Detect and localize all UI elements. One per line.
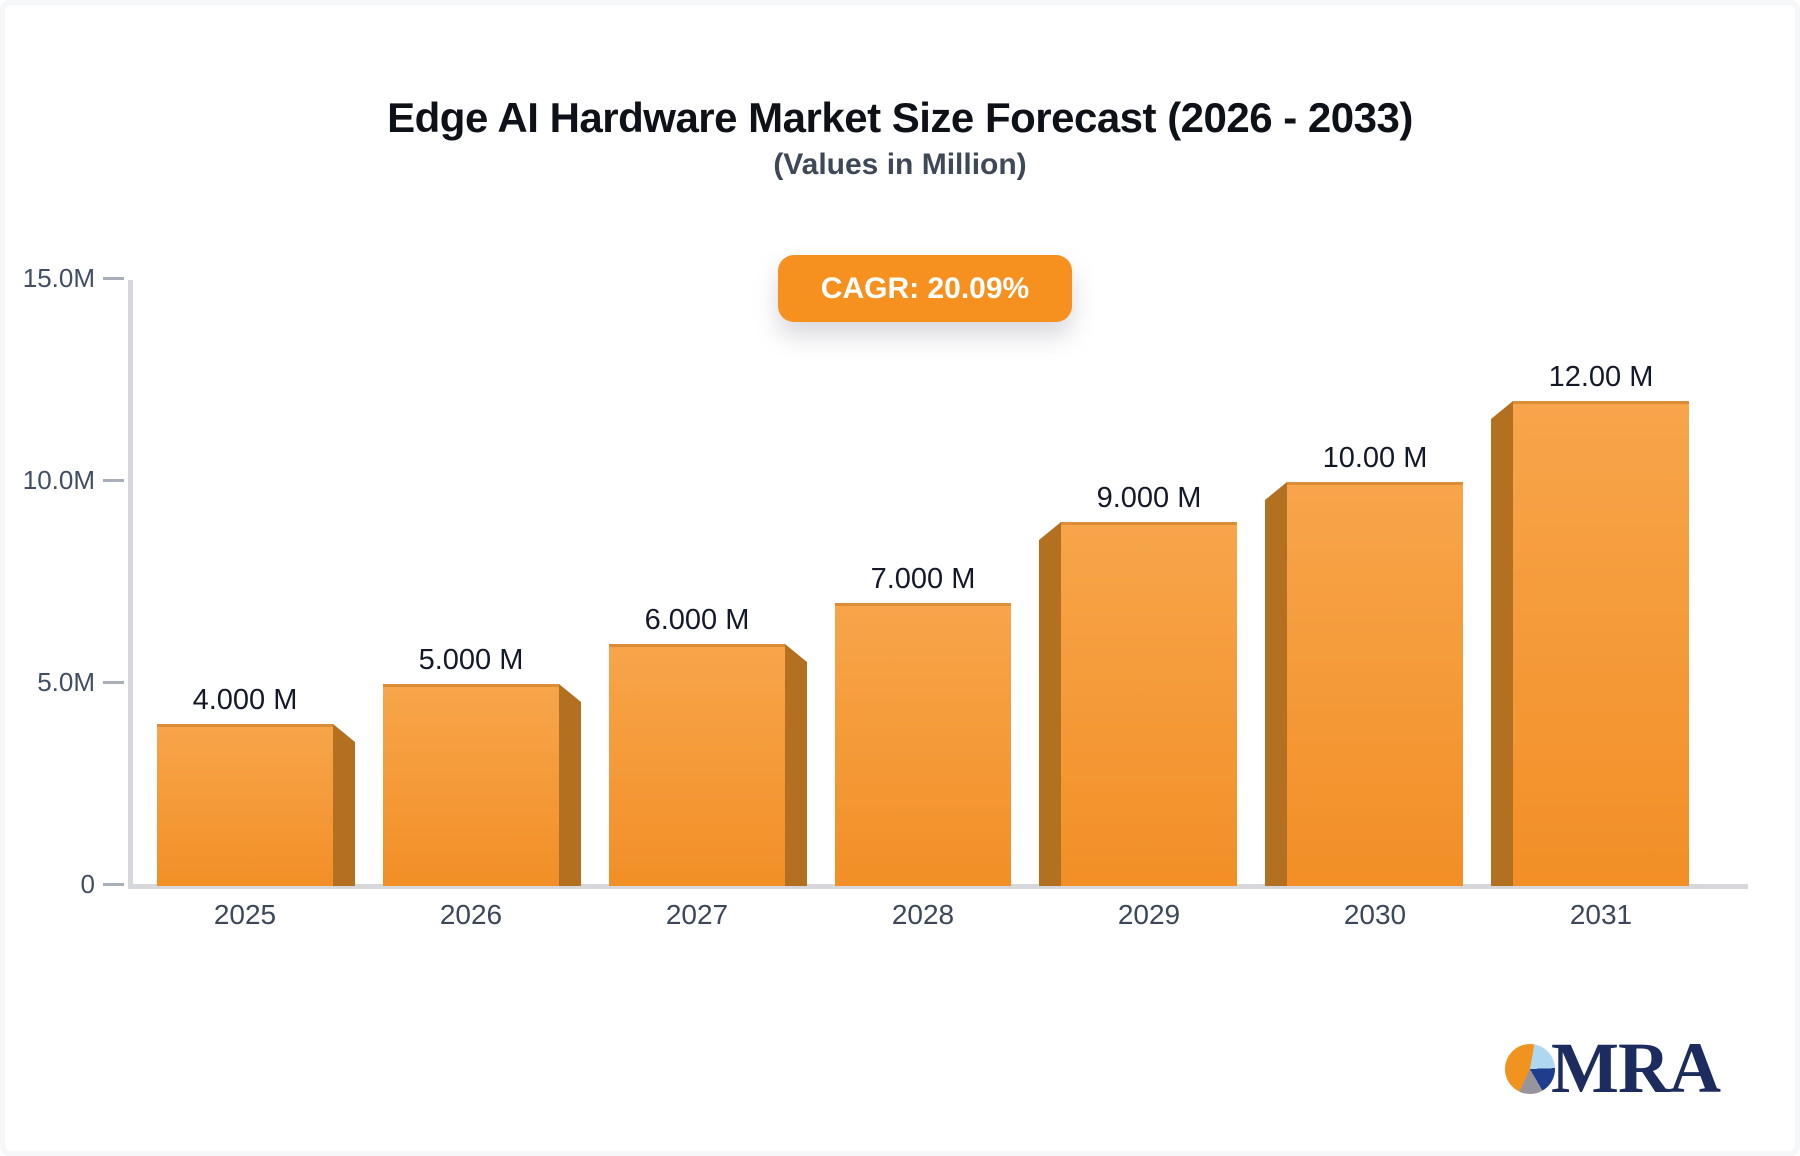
- bar-2025: [157, 724, 333, 886]
- bar-value-label-2028: 7.000 M: [870, 563, 976, 595]
- chart-subtitle: (Values in Million): [773, 148, 1027, 181]
- y-axis-tick: [103, 479, 124, 482]
- bar-2027: [609, 644, 785, 886]
- bar-2029: [1061, 522, 1237, 886]
- mra-logo: MRA: [1505, 1028, 1735, 1108]
- bar-value-label-2027: 6.000 M: [644, 604, 750, 636]
- bar-value-label-2029: 9.000 M: [1096, 482, 1202, 514]
- bar-side-face-2030: [1265, 482, 1287, 886]
- bar-2028: [835, 603, 1011, 886]
- y-axis-line: [128, 280, 133, 888]
- pie-chart-logo-icon: [1505, 1044, 1555, 1094]
- bar-side-face-2025: [333, 724, 355, 886]
- logo-text: MRA: [1551, 1028, 1721, 1108]
- x-axis-label-2025: 2025: [213, 899, 277, 930]
- x-axis-label-2026: 2026: [439, 899, 503, 930]
- bar-side-face-2027: [785, 644, 807, 886]
- cagr-badge-label: CAGR: 20.09%: [820, 271, 1030, 305]
- y-axis-tick: [103, 883, 124, 886]
- y-axis-tick-label: 0: [80, 869, 95, 899]
- x-axis-label-2029: 2029: [1117, 899, 1181, 930]
- x-axis-label-2028: 2028: [891, 899, 955, 930]
- y-axis-tick-label: 10.0M: [22, 465, 95, 495]
- bar-value-label-2030: 10.00 M: [1322, 442, 1428, 474]
- bar-2031: [1513, 401, 1689, 886]
- y-axis-tick-label: 5.0M: [37, 667, 95, 697]
- bar-value-label-2031: 12.00 M: [1548, 361, 1654, 393]
- bar-side-face-2029: [1039, 522, 1061, 886]
- bar-side-face-2031: [1491, 401, 1513, 886]
- bar-value-label-2025: 4.000 M: [192, 684, 298, 716]
- bar-side-face-2026: [559, 684, 581, 886]
- bar-value-label-2026: 5.000 M: [418, 644, 524, 676]
- chart-title: Edge AI Hardware Market Size Forecast (2…: [387, 94, 1413, 141]
- x-axis-label-2031: 2031: [1569, 899, 1633, 930]
- cagr-badge: CAGR: 20.09%: [778, 255, 1072, 322]
- x-axis-label-2027: 2027: [665, 899, 729, 930]
- y-axis-tick: [103, 681, 124, 684]
- y-axis-tick: [103, 277, 124, 280]
- y-axis-tick-label: 15.0M: [22, 263, 95, 293]
- x-axis-line: [128, 884, 1748, 889]
- x-axis-label-2030: 2030: [1343, 899, 1407, 930]
- bar-2030: [1287, 482, 1463, 886]
- bar-2026: [383, 684, 559, 886]
